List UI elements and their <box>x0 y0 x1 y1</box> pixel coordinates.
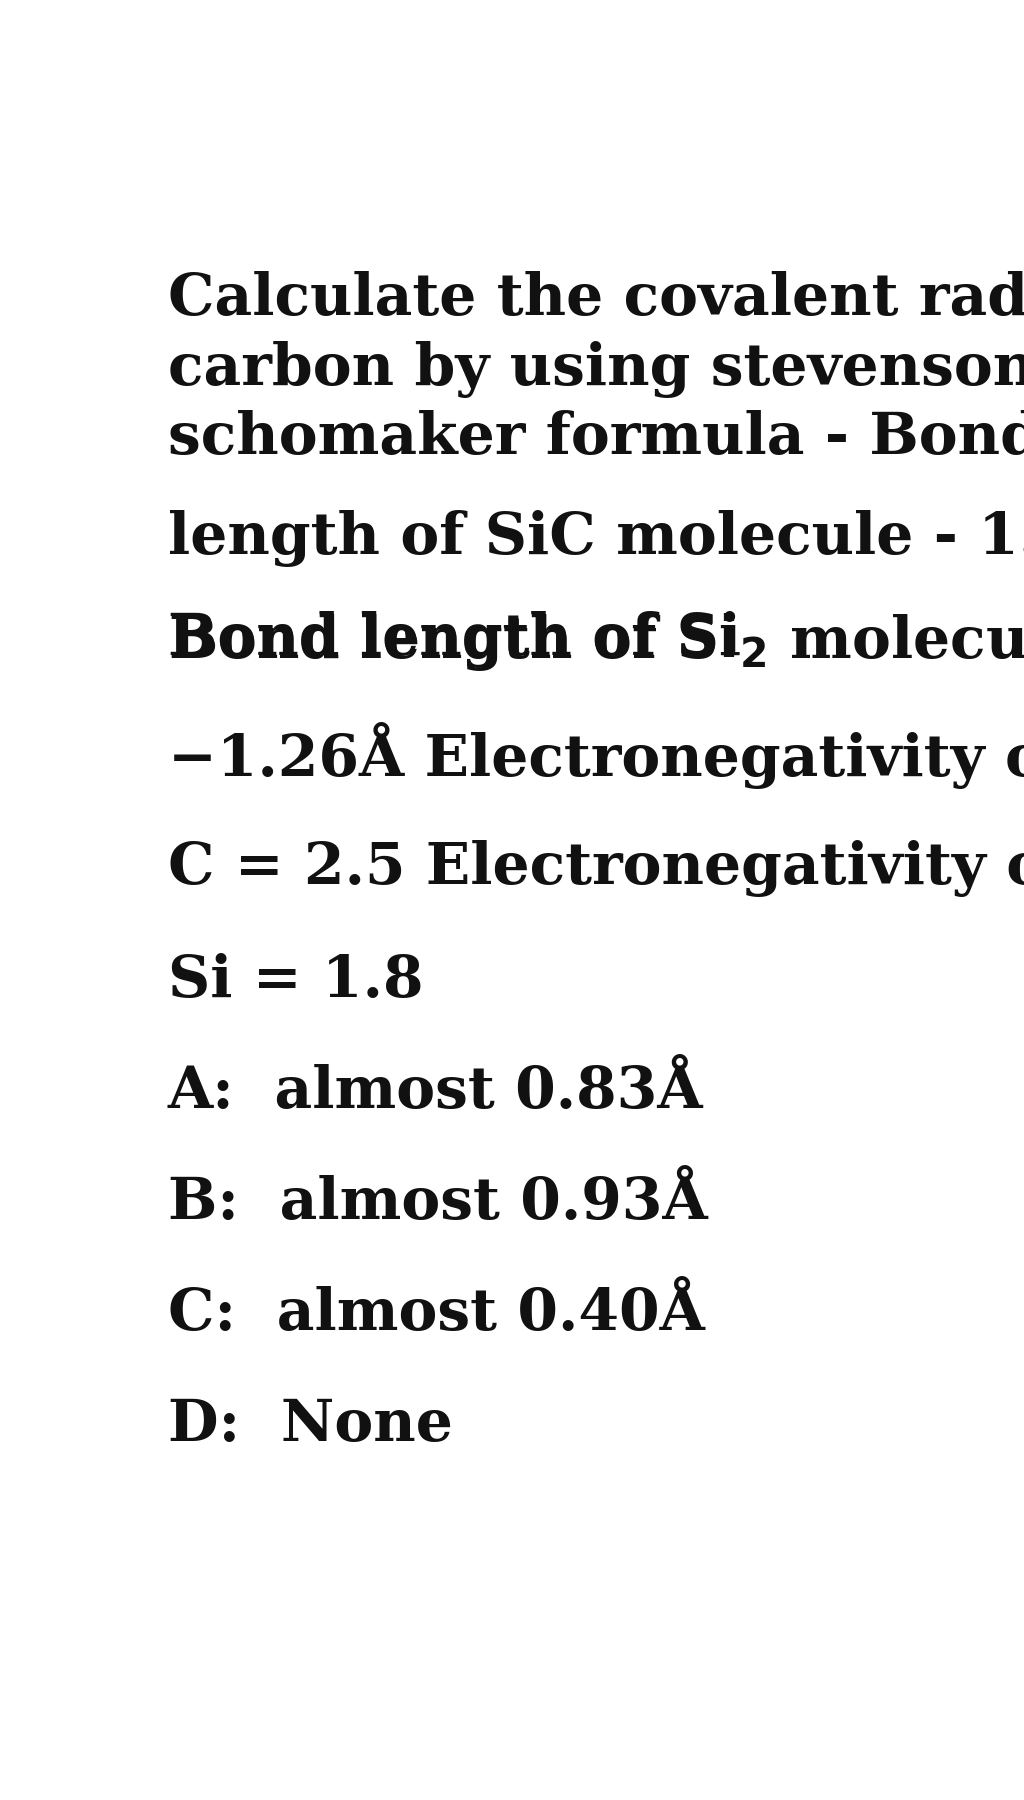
Text: carbon by using stevenson and: carbon by using stevenson and <box>168 340 1024 398</box>
Text: Si = 1.8: Si = 1.8 <box>168 954 423 1010</box>
Text: C = 2.5 Electronegativity of: C = 2.5 Electronegativity of <box>168 839 1024 896</box>
Text: Bond length of Si: Bond length of Si <box>168 610 740 668</box>
Text: schomaker formula - Bond: schomaker formula - Bond <box>168 410 1024 466</box>
Text: length of SiC molecule - 1.40Å: length of SiC molecule - 1.40Å <box>168 500 1024 567</box>
Text: D:  None: D: None <box>168 1397 453 1453</box>
Text: Bond length of $\mathbf{Si_2}$ molecule: Bond length of $\mathbf{Si_2}$ molecule <box>168 610 1024 673</box>
Text: −1.26Å Electronegativity of: −1.26Å Electronegativity of <box>168 722 1024 788</box>
Text: A:  almost 0.83Å: A: almost 0.83Å <box>168 1064 703 1120</box>
Text: Calculate the covalent radius of: Calculate the covalent radius of <box>168 272 1024 328</box>
Text: B:  almost 0.93Å: B: almost 0.93Å <box>168 1175 708 1231</box>
Text: C:  almost 0.40Å: C: almost 0.40Å <box>168 1285 705 1343</box>
